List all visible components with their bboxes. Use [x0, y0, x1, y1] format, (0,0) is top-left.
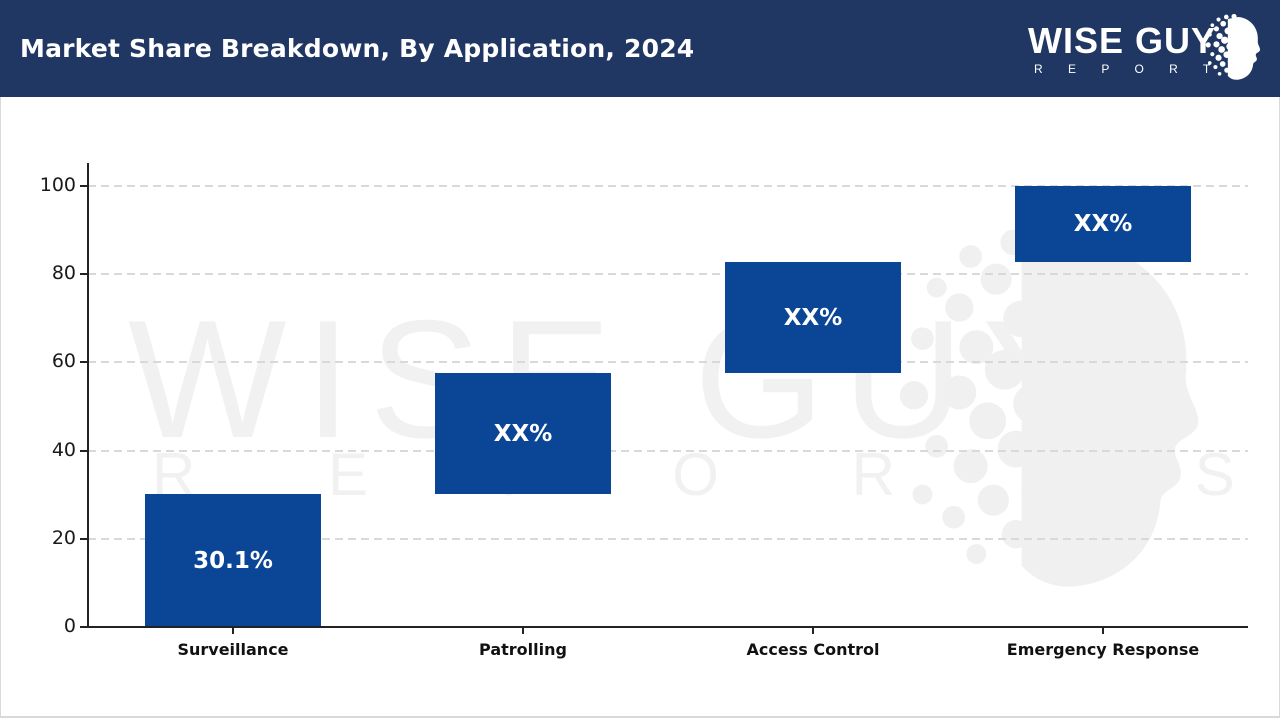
bar-value-label: XX%: [1073, 211, 1133, 238]
gridline: [88, 273, 1248, 276]
gridline: [88, 449, 1248, 452]
page-border-left: [0, 97, 1, 718]
page-title: Market Share Breakdown, By Application, …: [20, 34, 695, 63]
y-tick-label: 100: [39, 174, 76, 196]
y-tick-label: 60: [51, 350, 76, 373]
y-axis-tick: [80, 273, 88, 276]
y-axis-tick: [80, 626, 88, 628]
bar: XX%: [435, 372, 611, 495]
x-axis-tick: [812, 627, 814, 634]
y-tick-label: 80: [51, 262, 76, 285]
bar-value-label: 30.1%: [193, 547, 273, 574]
y-axis-tick: [80, 185, 88, 187]
bar-value-label: XX%: [493, 420, 553, 447]
bar: 30.1%: [145, 494, 321, 627]
x-axis-tick: [1102, 627, 1104, 634]
watermark-face-icon: [899, 225, 1199, 587]
gridline: [88, 361, 1248, 364]
x-category-label: Access Control: [746, 640, 880, 659]
gridline: [88, 185, 1248, 187]
x-category-label: Emergency Response: [1006, 640, 1200, 659]
y-axis-tick: [80, 537, 88, 540]
y-tick-label: 40: [51, 438, 76, 461]
header-bar: Market Share Breakdown, By Application, …: [0, 0, 1280, 97]
bar: XX%: [725, 262, 901, 373]
y-axis-line: [87, 163, 89, 628]
y-axis-tick: [80, 361, 88, 364]
bar: XX%: [1015, 186, 1191, 263]
page-border-bottom: [0, 716, 1280, 718]
x-category-label: Patrolling: [479, 640, 567, 659]
logo-text: WISE GUY R E P O R T S: [1028, 19, 1255, 76]
x-axis-line: [88, 626, 1248, 628]
y-tick-label: 20: [51, 526, 76, 549]
x-axis-tick: [522, 627, 524, 634]
logo-wordmark: WISE GUY: [1028, 19, 1217, 61]
y-axis-tick: [80, 449, 88, 452]
y-tick-label: 0: [63, 615, 76, 637]
wise-guy-logo: WISE GUY R E P O R T S: [1028, 6, 1268, 92]
gridline: [88, 537, 1248, 540]
x-axis-tick: [232, 627, 234, 634]
logo-face-icon: [1205, 13, 1261, 80]
logo-subtitle: R E P O R T S: [1034, 61, 1255, 76]
bar-value-label: XX%: [783, 304, 843, 331]
x-category-label: Surveillance: [177, 640, 289, 659]
